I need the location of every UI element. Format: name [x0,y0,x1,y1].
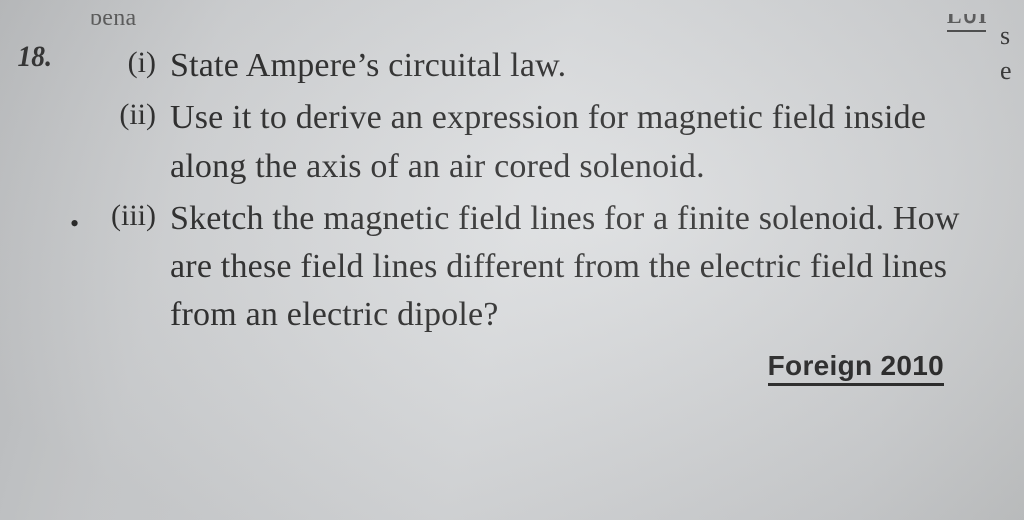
edge-right-char-1: s [1000,18,1018,53]
question-part: (ii) Use it to derive an expression for … [92,94,986,191]
part-marker-wrap: • (iii) [92,195,170,233]
page-edge-right-fragment: s e [1000,18,1018,88]
previous-line-cutoff: bena L∪II [90,14,986,32]
part-text: Sketch the magnetic field lines for a fi… [170,195,986,340]
bullet-icon: • [70,209,79,239]
question-number: 18. [18,40,53,74]
part-marker-wrap: (ii) [92,94,170,132]
question-part: (i) State Ampere’s circuital law. [92,42,986,90]
cutoff-left-fragment: bena [90,14,137,32]
part-marker: (iii) [111,199,156,232]
question-part: • (iii) Sketch the magnetic field lines … [92,195,986,340]
source-line: Foreign 2010 [28,350,986,382]
part-marker-wrap: (i) [92,42,170,80]
part-text: Use it to derive an expression for magne… [170,94,986,191]
part-text: State Ampere’s circuital law. [170,42,986,90]
part-marker: (i) [128,46,156,79]
cutoff-right-fragment: L∪II [947,14,986,32]
part-marker: (ii) [119,98,156,131]
question-parts-list: (i) State Ampere’s circuital law. (ii) U… [92,42,986,340]
exam-source: Foreign 2010 [768,350,944,386]
edge-right-char-2: e [1000,53,1018,88]
